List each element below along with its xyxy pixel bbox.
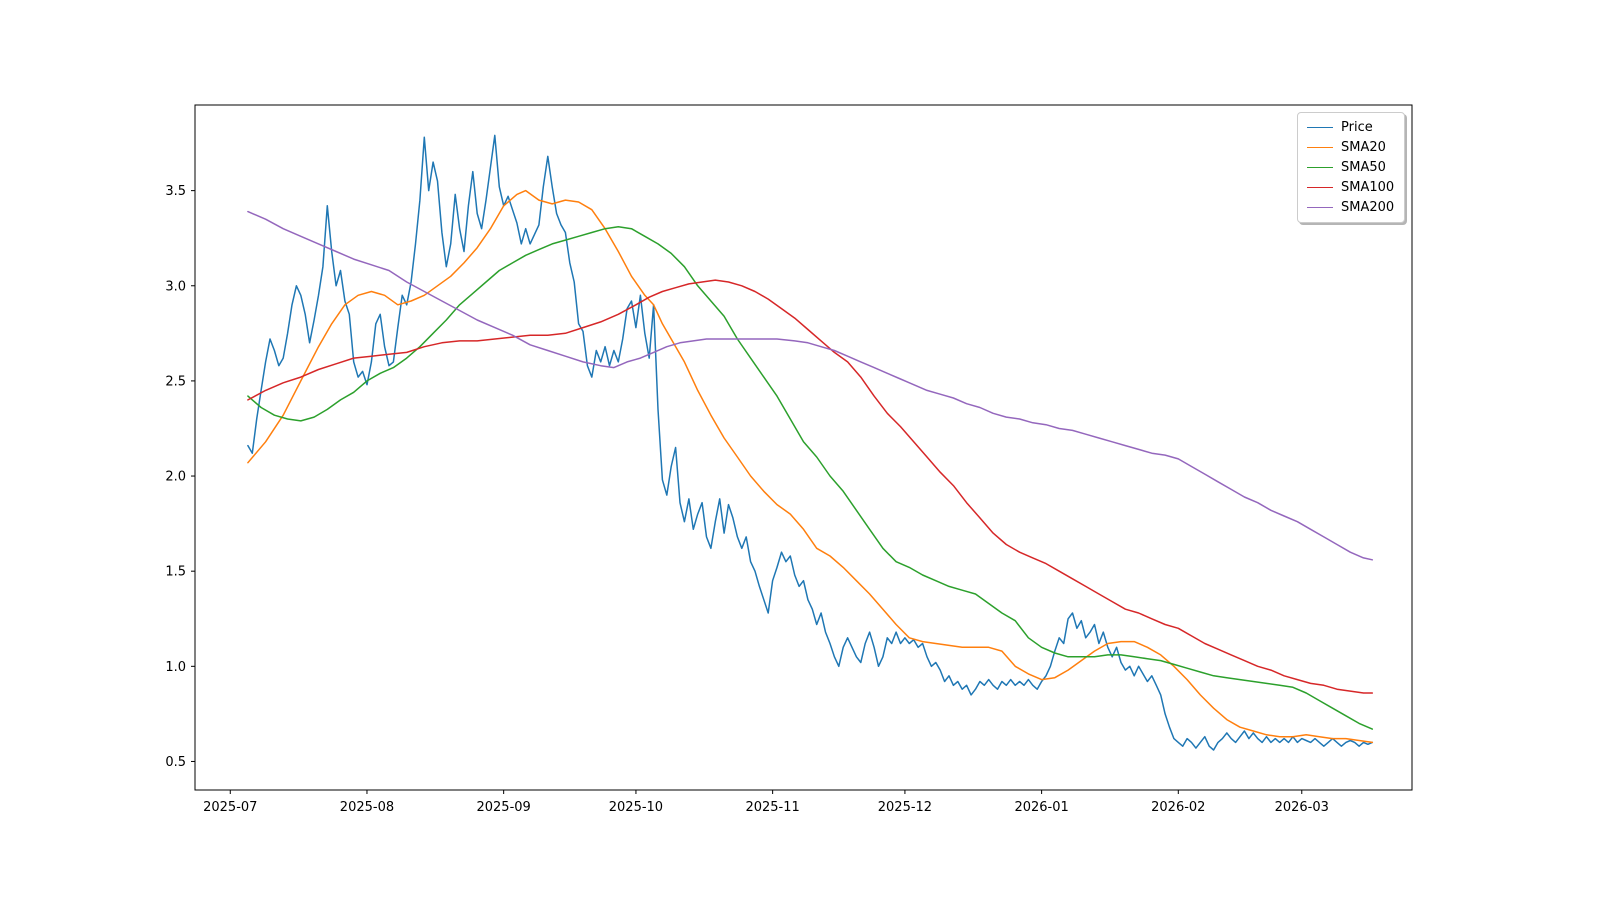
y-tick-label: 2.5: [165, 374, 186, 389]
x-tick-label: 2026-03: [1275, 800, 1329, 815]
plot-border: [194, 104, 1413, 791]
y-tick-label: 3.5: [165, 184, 186, 199]
series-line-sma50: [247, 226, 1374, 730]
legend-line-sma100-icon: [1307, 187, 1333, 188]
series-line-price: [247, 134, 1374, 751]
legend-label-sma20: SMA20: [1341, 140, 1386, 155]
legend-entry-price: Price: [1307, 120, 1394, 135]
legend: Price SMA20 SMA50 SMA100 SMA200: [1297, 112, 1406, 223]
legend-entry-sma200: SMA200: [1307, 200, 1394, 215]
x-tick-label: 2025-08: [340, 800, 394, 815]
x-tick-label: 2025-09: [476, 800, 530, 815]
legend-entry-sma100: SMA100: [1307, 180, 1394, 195]
legend-entry-sma20: SMA20: [1307, 140, 1394, 155]
legend-entry-sma50: SMA50: [1307, 160, 1394, 175]
legend-label-sma100: SMA100: [1341, 180, 1395, 195]
legend-line-sma20-icon: [1307, 147, 1333, 148]
legend-label-sma200: SMA200: [1341, 200, 1395, 215]
y-tick-label: 2.0: [165, 470, 186, 485]
legend-line-sma200-icon: [1307, 207, 1333, 208]
y-tick-label: 1.5: [165, 565, 186, 580]
x-tick-label: 2025-12: [878, 800, 932, 815]
legend-line-price-icon: [1307, 127, 1333, 128]
y-tick-label: 3.0: [165, 279, 186, 294]
series-line-sma200: [247, 210, 1374, 561]
x-tick-label: 2025-10: [609, 800, 663, 815]
series-line-sma100: [247, 279, 1374, 694]
legend-label-sma50: SMA50: [1341, 160, 1386, 175]
y-tick-label: 1.0: [165, 660, 186, 675]
x-tick-label: 2025-11: [745, 800, 799, 815]
x-tick-label: 2025-07: [203, 800, 257, 815]
legend-label-price: Price: [1341, 120, 1373, 135]
series-line-sma20: [247, 189, 1374, 744]
y-tick-label: 0.5: [165, 755, 186, 770]
x-tick-label: 2026-02: [1151, 800, 1205, 815]
legend-line-sma50-icon: [1307, 167, 1333, 168]
x-tick-label: 2026-01: [1014, 800, 1068, 815]
